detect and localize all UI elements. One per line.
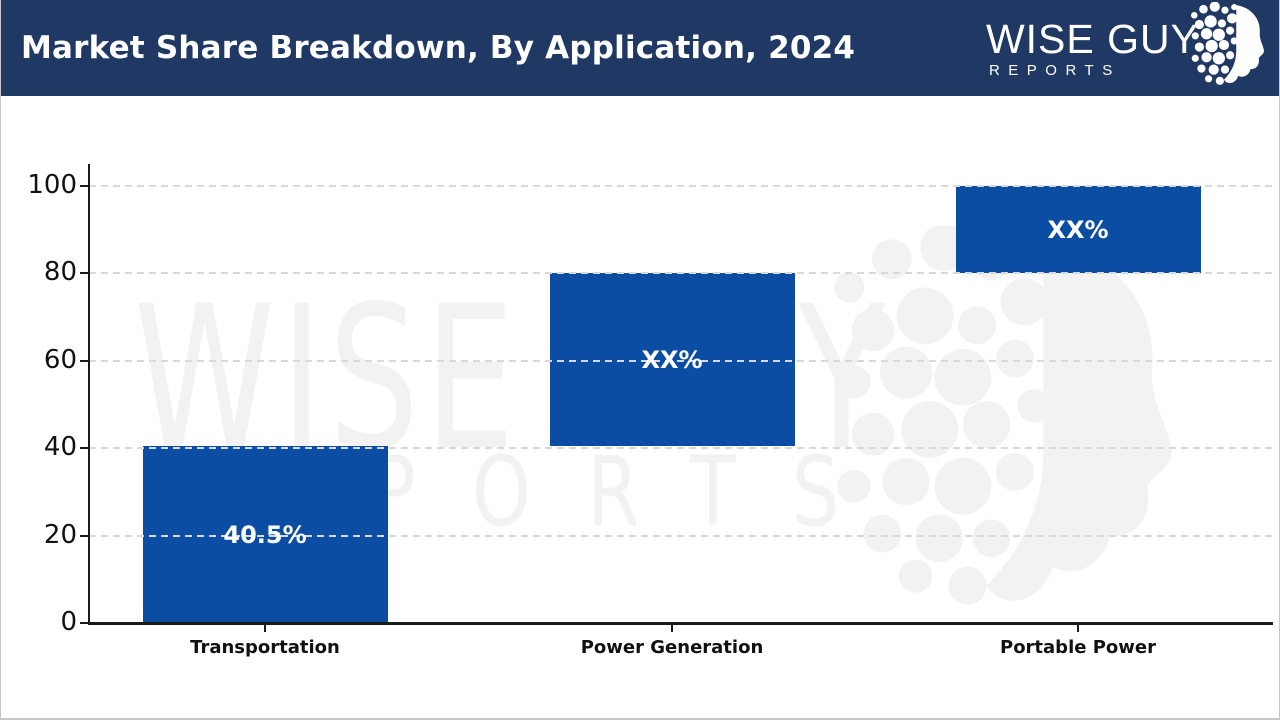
x-tick-label-portable-power: Portable Power [1000,637,1156,658]
x-tick [671,623,673,632]
gridline [89,185,1273,187]
x-tick [264,623,266,632]
bar-value-label: XX% [641,345,703,374]
gridline [89,534,1273,537]
y-tick-label: 60 [43,344,77,375]
y-axis-spine [88,164,90,622]
y-tick [80,622,89,624]
x-axis-spine [88,622,1273,625]
chart-area: 0 20 40 60 80 100 40.5% XX% XX% Transportation Pow… [1,96,1279,718]
wise-guy-logo: WISE GUY REPORTS [985,2,1265,88]
header-bar: Market Share Breakdown, By Application, … [1,0,1279,96]
watermark-head-icon [834,226,1172,605]
y-tick [80,359,89,362]
bar-value-label: XX% [1047,215,1109,244]
logo-brand-text: WISE GUY [985,15,1199,62]
bar-power-generation [549,273,795,446]
y-tick [80,272,89,275]
x-tick-label-power-generation: Power Generation [580,637,764,658]
logo-head-icon [1190,2,1264,85]
bar-value-label: 40.5% [223,520,307,549]
logo-text: WISE GUY REPORTS [985,15,1199,79]
x-tick [1077,623,1079,632]
bar-portable-power [955,186,1201,274]
chart-title: Market Share Breakdown, By Application, … [21,30,856,66]
watermark-brand-text: WISE [134,263,521,494]
y-tick [80,185,89,187]
gridline [89,272,1273,275]
y-tick [80,447,89,450]
y-tick [80,534,89,537]
y-tick-label: 80 [43,257,77,288]
bar-transportation [142,446,388,623]
logo-reports-text: REPORTS [988,61,1121,79]
x-tick-label-transportation: Transportation [190,637,340,658]
gridline [89,447,1273,450]
y-tick-label: 20 [43,519,77,550]
y-tick-label: 100 [27,170,77,200]
y-tick-label: 40 [43,432,77,463]
y-tick-label: 0 [60,607,77,637]
gridline [89,359,1273,362]
